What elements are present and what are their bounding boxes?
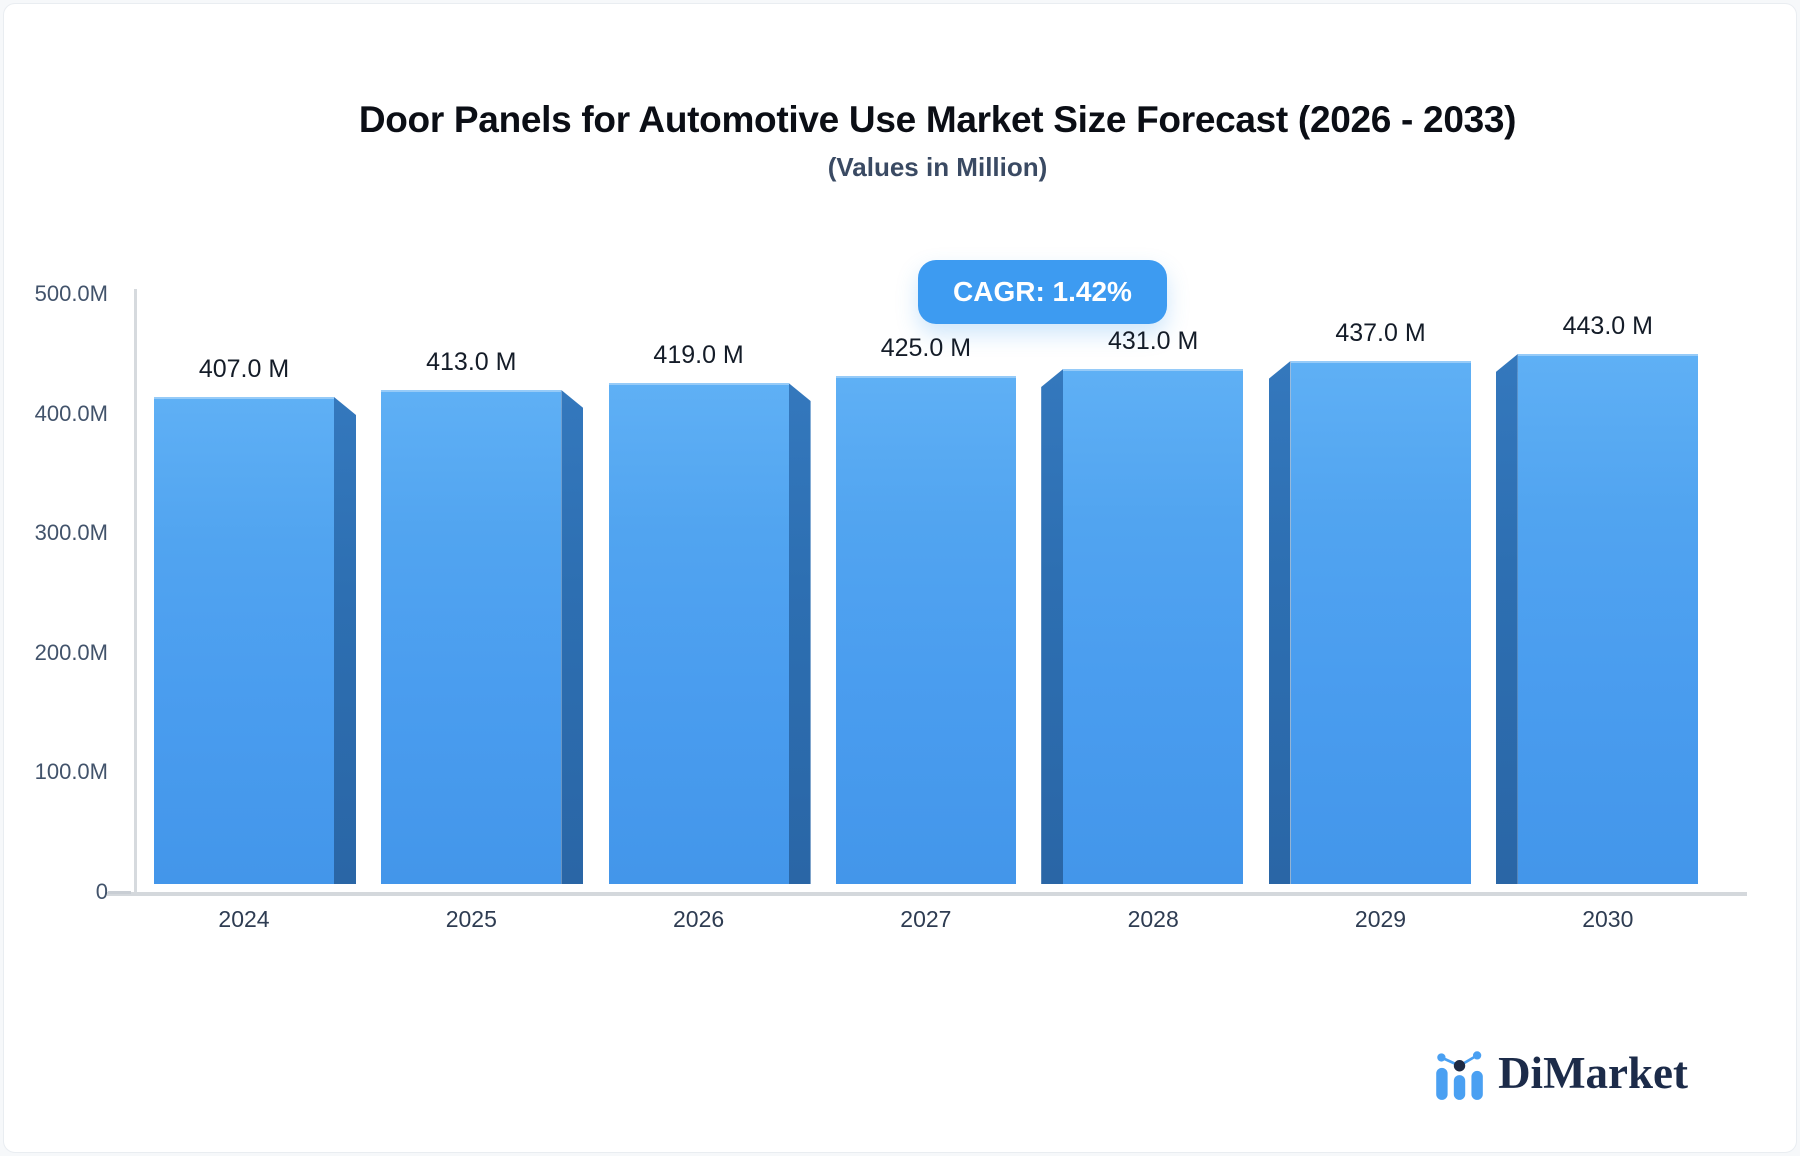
bar-side-face: [1495, 354, 1518, 884]
bar-front-face: 407.0 M: [154, 355, 334, 884]
x-axis-baseline: [107, 892, 1747, 896]
x-axis-label-2030: 2030: [1582, 906, 1634, 932]
bar-side-face: [1041, 369, 1064, 884]
bar-side-face: [1268, 361, 1291, 884]
bar-front-face: 431.0 M: [1063, 327, 1244, 884]
y-axis-label: 100.0M: [34, 759, 108, 785]
bar-2030: 443.0 M: [1495, 312, 1698, 884]
bar-front-face: 413.0 M: [381, 348, 562, 884]
bar-2027: 425.0 M: [835, 334, 1016, 884]
bar-value-label: 431.0 M: [1108, 327, 1199, 355]
bar-2024: 407.0 M: [154, 355, 356, 884]
zero-tick-mark: [108, 891, 131, 894]
bar-value-label: 413.0 M: [426, 348, 517, 376]
bar-front-face: 437.0 M: [1290, 319, 1471, 884]
bar-2025: 413.0 M: [381, 348, 584, 884]
bar-value-label: 419.0 M: [653, 341, 744, 369]
bar-value-label: 443.0 M: [1562, 312, 1653, 340]
bar-front-face: 425.0 M: [835, 334, 1016, 884]
bar-side-face: [788, 383, 811, 884]
y-axis-label: 0: [95, 879, 108, 904]
x-axis-label-2029: 2029: [1354, 906, 1407, 932]
x-axis-label-2025: 2025: [445, 906, 497, 932]
bar-side-face: [334, 397, 356, 884]
bar-2028: 431.0 M: [1041, 327, 1244, 884]
bar-side-face: [561, 390, 584, 884]
x-axis-label-2028: 2028: [1127, 906, 1179, 932]
chart-subtitle: (Values in Million): [827, 152, 1048, 182]
bar-front-face: 419.0 M: [608, 341, 789, 884]
y-axis-line: [134, 289, 137, 895]
y-axis-label: 400.0M: [34, 400, 108, 426]
y-axis-label: 200.0M: [34, 639, 108, 665]
y-axis-label: 500.0M: [34, 281, 108, 306]
x-axis-label-2026: 2026: [673, 906, 725, 932]
dimarket-logo-text: DiMarket: [1498, 1047, 1688, 1098]
bar-2029: 437.0 M: [1268, 319, 1471, 884]
dimarket-logo-icon: [1430, 1044, 1488, 1102]
x-axis-label-2024: 2024: [218, 906, 270, 932]
cagr-badge: CAGR: 1.42%: [918, 260, 1167, 324]
chart-card: Door Panels for Automotive Use Market Si…: [3, 3, 1797, 1153]
x-axis-label-2027: 2027: [900, 906, 952, 932]
y-axis-label: 300.0M: [34, 520, 108, 546]
bar-value-label: 407.0 M: [198, 355, 290, 383]
bar-front-face: 443.0 M: [1517, 312, 1698, 884]
chart-title: Door Panels for Automotive Use Market Si…: [358, 99, 1517, 140]
bar-value-label: 425.0 M: [880, 334, 972, 362]
bar-2026: 419.0 M: [608, 341, 811, 884]
dimarket-logo: DiMarket: [1430, 1044, 1688, 1102]
bar-value-label: 437.0 M: [1335, 319, 1426, 347]
